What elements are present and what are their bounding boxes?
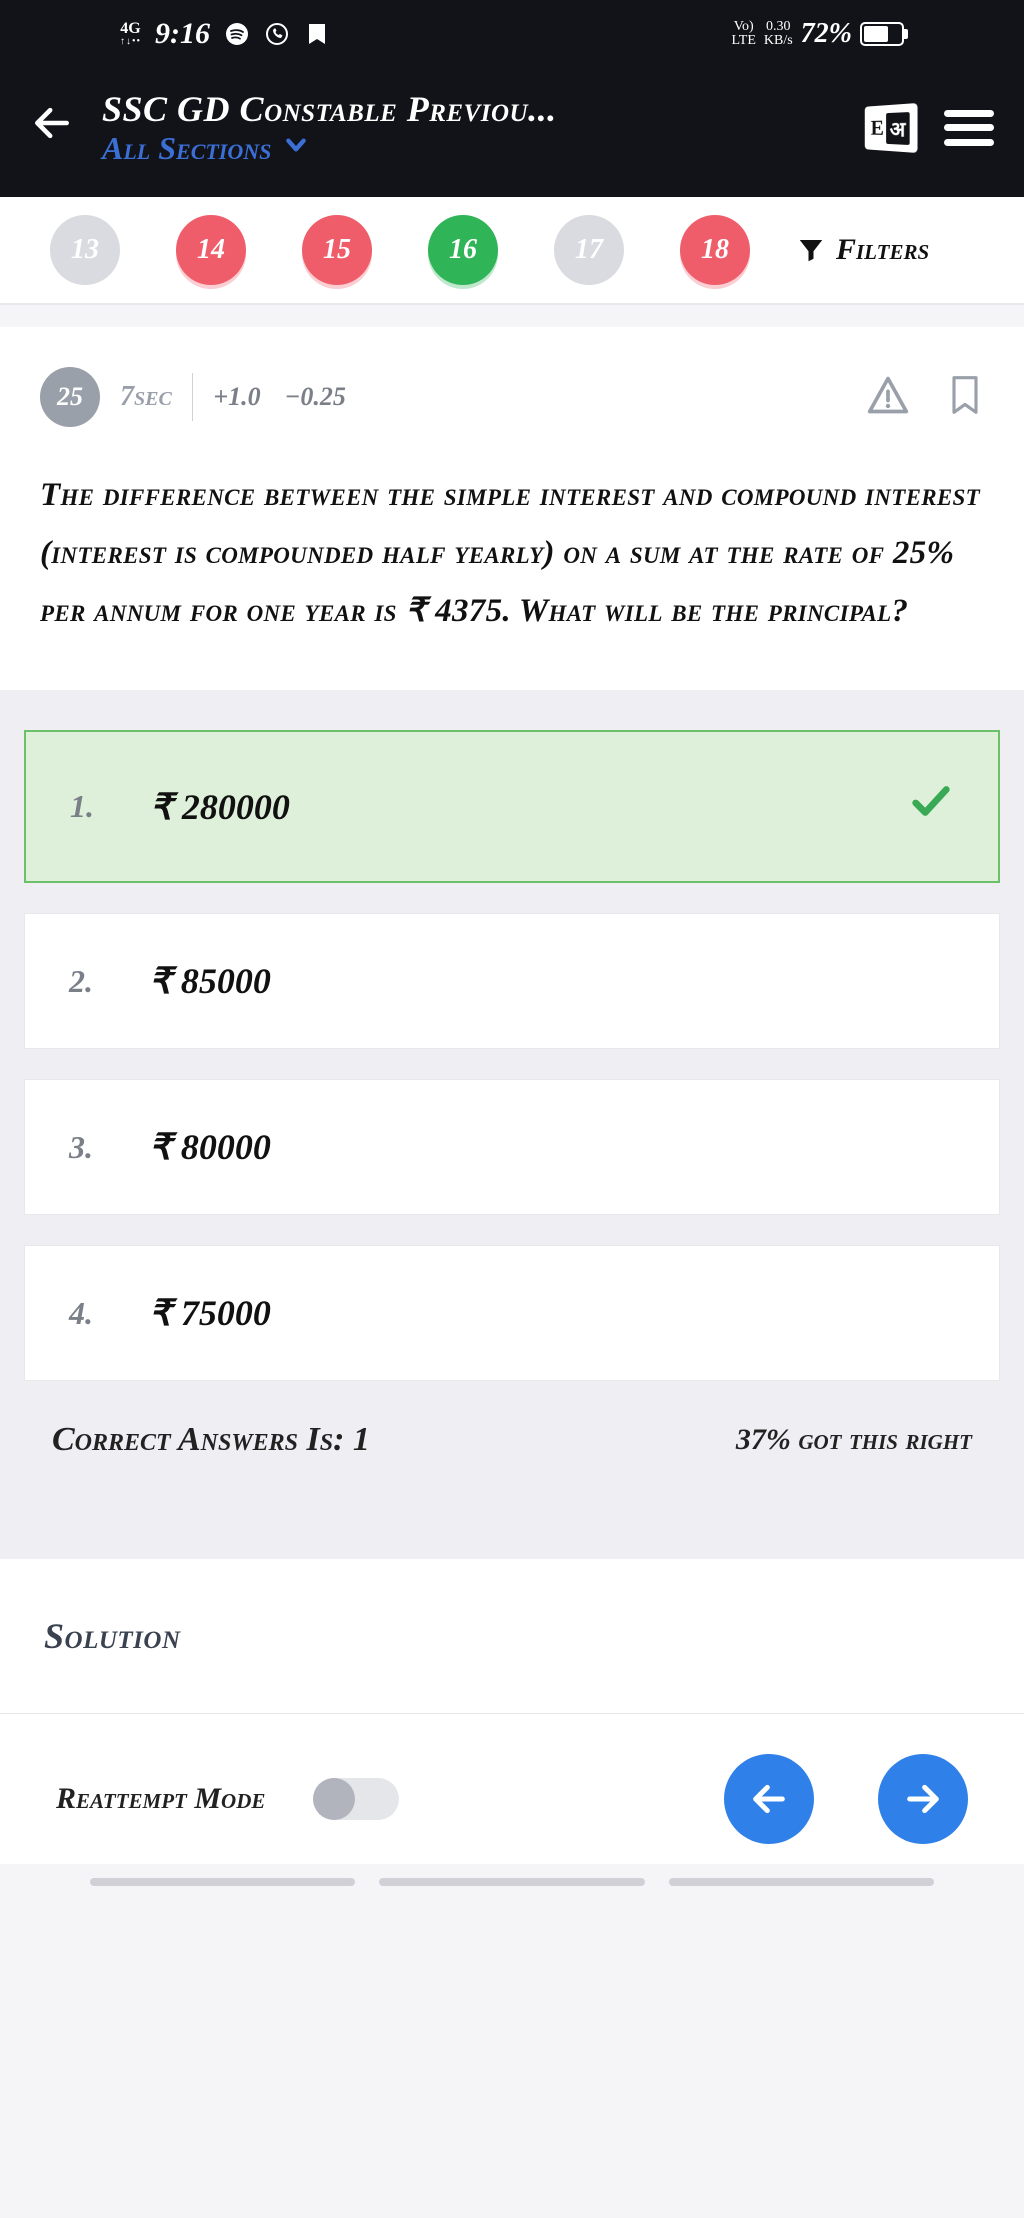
next-question-button[interactable] (878, 1754, 968, 1844)
speed-label: 0.30 KB/s (764, 20, 793, 48)
score-positive: +1.0 (213, 382, 260, 412)
meta-divider (192, 373, 194, 421)
status-left: 4G ↑↓•• 9:16 (120, 17, 330, 51)
battery-percent: 72% (801, 18, 852, 50)
section-label: All Sections (102, 130, 271, 167)
filters-label: Filters (836, 233, 929, 267)
question-nav-17[interactable]: 17 (554, 215, 624, 285)
option-1[interactable]: 1. ₹ 280000 (24, 730, 1000, 883)
option-number: 3. (69, 1129, 109, 1166)
status-right: Vo) LTE 0.30 KB/s 72% (732, 18, 905, 50)
question-text: The difference between the simple intere… (40, 467, 984, 640)
question-id-badge: 25 (40, 367, 100, 427)
spotify-icon (224, 21, 250, 47)
prev-question-button[interactable] (724, 1754, 814, 1844)
solution-block: Solution (0, 1559, 1024, 1713)
question-nav-14[interactable]: 14 (176, 215, 246, 285)
menu-button[interactable] (944, 110, 994, 146)
question-nav-13[interactable]: 13 (50, 215, 120, 285)
bookmark-button[interactable] (946, 373, 984, 422)
question-nav-16[interactable]: 16 (428, 215, 498, 285)
report-button[interactable] (866, 373, 910, 422)
option-2[interactable]: 2. ₹ 85000 (24, 913, 1000, 1049)
filters-button[interactable]: Filters (796, 233, 929, 267)
option-number: 1. (70, 788, 110, 825)
reattempt-toggle[interactable] (313, 1778, 399, 1820)
got-right-label: 37% got this right (736, 1423, 972, 1457)
status-bar: 4G ↑↓•• 9:16 Vo) LTE 0.30 KB/s 72% (0, 0, 1024, 68)
option-text: ₹ 85000 (149, 960, 955, 1002)
language-en: E (871, 115, 884, 141)
option-3[interactable]: 3. ₹ 80000 (24, 1079, 1000, 1215)
page-title: SSC GD Constable Previou... (102, 88, 834, 130)
options-list: 1. ₹ 280000 2. ₹ 85000 3. ₹ 80000 4. ₹ 75000 Co… (0, 690, 1024, 1559)
language-toggle[interactable]: Eअ (865, 102, 918, 152)
header-titles: SSC GD Constable Previou... All Sections (102, 88, 834, 167)
option-number: 2. (69, 963, 109, 1000)
option-text: ₹ 75000 (149, 1292, 955, 1334)
section-dropdown[interactable]: All Sections (102, 130, 309, 167)
question-nav-15[interactable]: 15 (302, 215, 372, 285)
filter-icon (796, 235, 826, 265)
bookmark-status-icon (304, 21, 330, 47)
bottom-bar: Reattempt Mode (0, 1713, 1024, 1864)
question-nav-18[interactable]: 18 (680, 215, 750, 285)
whatsapp-icon (264, 21, 290, 47)
reattempt-label: Reattempt Mode (56, 1782, 265, 1816)
score-negative: −0.25 (285, 382, 346, 412)
gesture-bar (0, 1864, 1024, 1886)
app-header: SSC GD Constable Previou... All Sections… (0, 68, 1024, 197)
option-text: ₹ 80000 (149, 1126, 955, 1168)
network-label: 4G ↑↓•• (120, 21, 141, 47)
check-icon (908, 778, 954, 835)
solution-title: Solution (44, 1615, 980, 1657)
correct-answer-label: Correct Answers Is: 1 (52, 1421, 370, 1459)
volte-label: Vo) LTE (732, 20, 756, 48)
question-block: 25 7sec +1.0 −0.25 The difference betwee… (0, 327, 1024, 690)
clock-time: 9:16 (155, 17, 210, 51)
result-row: Correct Answers Is: 1 37% got this right (24, 1411, 1000, 1499)
question-meta: 25 7sec +1.0 −0.25 (40, 367, 984, 427)
option-4[interactable]: 4. ₹ 75000 (24, 1245, 1000, 1381)
option-number: 4. (69, 1295, 109, 1332)
language-hi: अ (886, 111, 910, 144)
option-text: ₹ 280000 (150, 786, 868, 828)
question-time: 7sec (120, 381, 172, 413)
back-button[interactable] (30, 101, 74, 155)
question-nav: 13 14 15 16 17 18 Filters (0, 197, 1024, 305)
battery-icon (860, 22, 904, 46)
chevron-down-icon (283, 132, 309, 165)
